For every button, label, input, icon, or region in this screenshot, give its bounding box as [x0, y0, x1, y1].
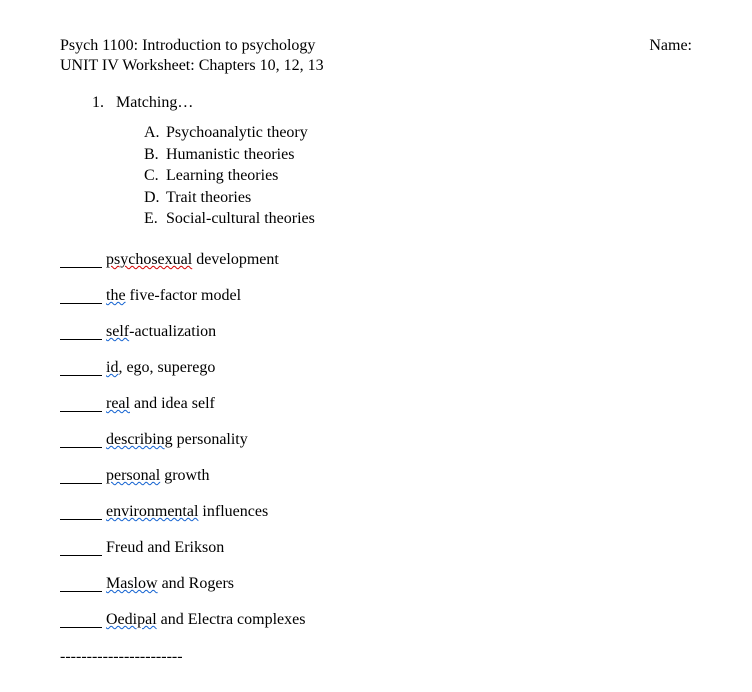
fill-text: psychosexual development: [106, 252, 279, 268]
fill-post: five-factor model: [126, 287, 242, 304]
option-text: Psychoanalytic theory: [166, 122, 308, 144]
footer-dash: -----------------------: [60, 648, 692, 666]
option-text: Social-cultural theories: [166, 208, 315, 230]
fill-row: real and idea self: [60, 396, 692, 412]
blank-line[interactable]: [60, 397, 102, 412]
blank-line[interactable]: [60, 469, 102, 484]
option-text: Trait theories: [166, 187, 251, 209]
fill-post: growth: [160, 467, 209, 484]
option-row: A. Psychoanalytic theory: [144, 122, 692, 144]
fill-row: Maslow and Rogers: [60, 576, 692, 592]
question-title: Matching…: [116, 94, 193, 111]
fill-row: psychosexual development: [60, 252, 692, 268]
blank-line[interactable]: [60, 613, 102, 628]
option-letter: C.: [144, 165, 166, 187]
fill-post: and Rogers: [158, 575, 234, 592]
fill-text: personal growth: [106, 468, 210, 484]
fill-text: describing personality: [106, 432, 248, 448]
question-line: 1. Matching…: [92, 94, 692, 112]
blank-line[interactable]: [60, 253, 102, 268]
fill-post: influences: [198, 503, 268, 520]
fill-pre: the: [106, 287, 126, 304]
fill-pre: psychosexual: [106, 251, 192, 268]
option-row: B. Humanistic theories: [144, 144, 692, 166]
name-label: Name:: [649, 36, 692, 56]
fill-post: development: [192, 251, 279, 268]
fill-post: Freud and Erikson: [106, 539, 224, 556]
fill-text: id, ego, superego: [106, 360, 215, 376]
option-letter: A.: [144, 122, 166, 144]
option-row: C. Learning theories: [144, 165, 692, 187]
fill-text: Freud and Erikson: [106, 540, 224, 556]
fill-pre: real: [106, 395, 130, 412]
fill-pre: Maslow: [106, 575, 158, 592]
fill-row: Freud and Erikson: [60, 540, 692, 556]
fill-pre: personal: [106, 467, 160, 484]
fill-pre: environmental: [106, 503, 198, 520]
fill-row: describing personality: [60, 432, 692, 448]
fill-post: , ego, superego: [118, 359, 215, 376]
fill-post: and Electra complexes: [157, 611, 306, 628]
blank-line[interactable]: [60, 505, 102, 520]
fill-text: self-actualization: [106, 324, 216, 340]
fill-row: environmental influences: [60, 504, 692, 520]
blank-line[interactable]: [60, 289, 102, 304]
fill-text: environmental influences: [106, 504, 268, 520]
fill-post: and idea self: [130, 395, 215, 412]
blank-line[interactable]: [60, 325, 102, 340]
course-line: Psych 1100: Introduction to psychology: [60, 36, 315, 56]
fill-pre: Oedipal: [106, 611, 157, 628]
fill-post: -actualization: [129, 323, 216, 340]
options-list: A. Psychoanalytic theory B. Humanistic t…: [144, 122, 692, 230]
blank-line[interactable]: [60, 361, 102, 376]
fill-row: the five-factor model: [60, 288, 692, 304]
blank-line[interactable]: [60, 433, 102, 448]
fill-row: personal growth: [60, 468, 692, 484]
question-number: 1.: [92, 94, 104, 111]
option-row: E. Social-cultural theories: [144, 208, 692, 230]
header-row: Psych 1100: Introduction to psychology N…: [60, 36, 692, 56]
fill-pre: id: [106, 359, 118, 376]
option-letter: E.: [144, 208, 166, 230]
fill-row: id, ego, superego: [60, 360, 692, 376]
option-letter: B.: [144, 144, 166, 166]
fill-text: Maslow and Rogers: [106, 576, 234, 592]
fill-pre: self: [106, 323, 129, 340]
fill-pre: describing: [106, 431, 173, 448]
blank-line[interactable]: [60, 541, 102, 556]
fill-post: personality: [173, 431, 248, 448]
blank-line[interactable]: [60, 577, 102, 592]
fill-row: self-actualization: [60, 324, 692, 340]
option-row: D. Trait theories: [144, 187, 692, 209]
unit-line: UNIT IV Worksheet: Chapters 10, 12, 13: [60, 56, 692, 76]
fill-row: Oedipal and Electra complexes: [60, 612, 692, 628]
fill-text: the five-factor model: [106, 288, 241, 304]
option-text: Humanistic theories: [166, 144, 294, 166]
option-text: Learning theories: [166, 165, 278, 187]
fill-text: real and idea self: [106, 396, 215, 412]
option-letter: D.: [144, 187, 166, 209]
fill-text: Oedipal and Electra complexes: [106, 612, 305, 628]
fill-list: psychosexual development the five-factor …: [60, 252, 692, 628]
